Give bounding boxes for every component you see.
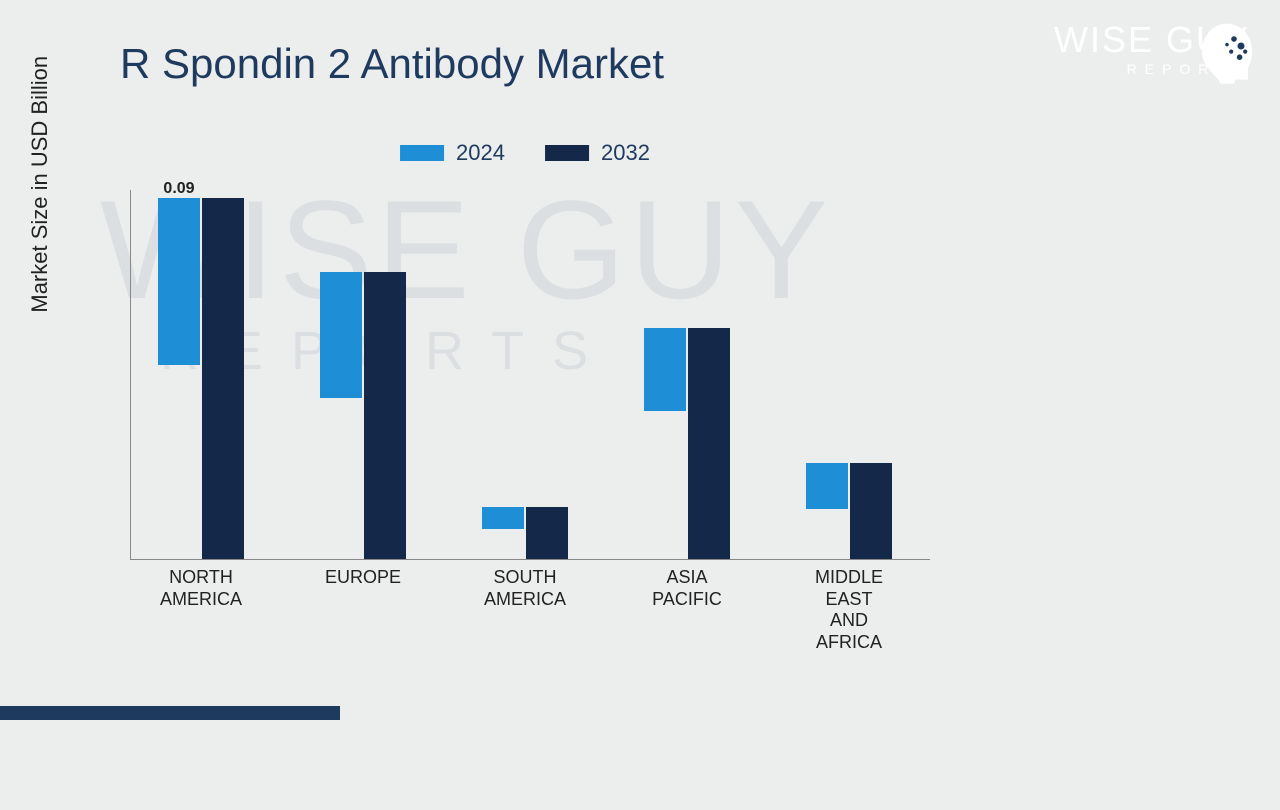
bar-2032 (850, 463, 892, 559)
brand-panel (970, 0, 1280, 720)
bar-2024 (482, 507, 524, 529)
legend-label-2024: 2024 (456, 140, 505, 166)
plot-area: 0.09NORTHAMERICAEUROPESOUTHAMERICAASIAPA… (130, 190, 930, 560)
legend-item-2024: 2024 (400, 140, 505, 166)
x-axis-label: EUROPE (303, 567, 423, 589)
bar-2032 (202, 198, 244, 559)
x-axis-label: MIDDLEEASTANDAFRICA (789, 567, 909, 653)
x-axis-label: SOUTHAMERICA (465, 567, 585, 610)
bar-2032 (364, 272, 406, 559)
legend: 2024 2032 (400, 140, 650, 166)
footer-accent-bar (0, 706, 340, 720)
x-axis-label: ASIAPACIFIC (627, 567, 747, 610)
x-axis-label: NORTHAMERICA (141, 567, 261, 610)
y-axis-label: Market Size in USD Billion (27, 56, 53, 313)
bar-group: 0.09 (141, 198, 261, 559)
bar-group (627, 328, 747, 559)
legend-swatch-2024 (400, 145, 444, 161)
bar-2032 (526, 507, 568, 559)
bar-group (465, 507, 585, 559)
bar-2024 (806, 463, 848, 509)
head-icon (1192, 18, 1262, 88)
bar-2024: 0.09 (158, 198, 200, 365)
bar-group (303, 272, 423, 559)
bar-group (789, 463, 909, 559)
legend-label-2032: 2032 (601, 140, 650, 166)
bar-2032 (688, 328, 730, 559)
chart-title: R Spondin 2 Antibody Market (120, 40, 664, 88)
legend-item-2032: 2032 (545, 140, 650, 166)
bar-2024 (644, 328, 686, 411)
bar-2024 (320, 272, 362, 398)
chart-container: WISE GUY REPORTS R Spondin 2 Antibody Ma… (0, 0, 1280, 720)
legend-swatch-2032 (545, 145, 589, 161)
chart-area: Market Size in USD Billion 2024 2032 0.0… (100, 140, 950, 620)
bar-value-label: 0.09 (163, 180, 194, 198)
